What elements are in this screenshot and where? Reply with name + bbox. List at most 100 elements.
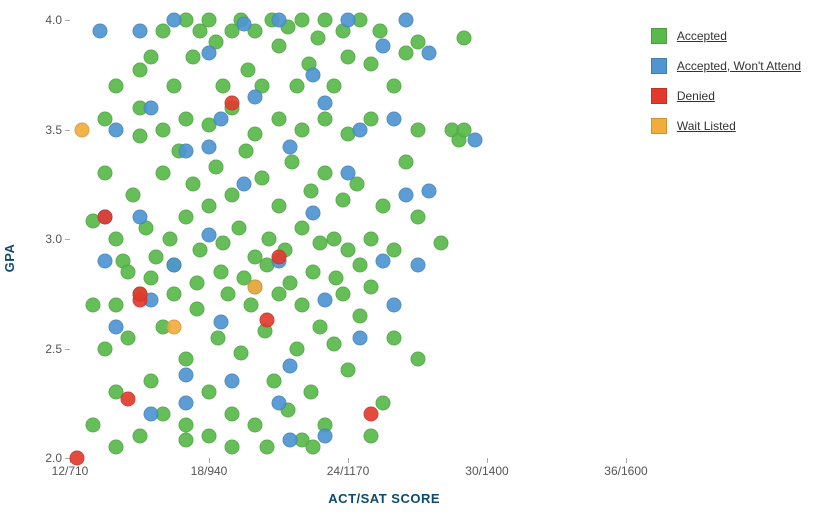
data-point-denied[interactable] bbox=[364, 407, 379, 422]
data-point-denied[interactable] bbox=[120, 391, 135, 406]
data-point-accepted[interactable] bbox=[364, 56, 379, 71]
data-point-accepted[interactable] bbox=[327, 232, 342, 247]
data-point-accepted[interactable] bbox=[248, 126, 263, 141]
data-point-denied[interactable] bbox=[271, 249, 286, 264]
data-point-wait_listed[interactable] bbox=[74, 122, 89, 137]
data-point-accepted[interactable] bbox=[364, 111, 379, 126]
data-point-denied[interactable] bbox=[225, 96, 240, 111]
data-point-accepted[interactable] bbox=[294, 122, 309, 137]
data-point-accepted[interactable] bbox=[410, 122, 425, 137]
data-point-accepted_wont_attend[interactable] bbox=[317, 293, 332, 308]
data-point-accepted[interactable] bbox=[86, 418, 101, 433]
data-point-accepted[interactable] bbox=[239, 144, 254, 159]
data-point-accepted[interactable] bbox=[387, 78, 402, 93]
data-point-accepted_wont_attend[interactable] bbox=[213, 315, 228, 330]
data-point-accepted_wont_attend[interactable] bbox=[283, 359, 298, 374]
data-point-accepted[interactable] bbox=[97, 341, 112, 356]
data-point-accepted[interactable] bbox=[364, 232, 379, 247]
data-point-accepted[interactable] bbox=[120, 330, 135, 345]
data-point-accepted[interactable] bbox=[387, 242, 402, 257]
data-point-accepted_wont_attend[interactable] bbox=[306, 205, 321, 220]
data-point-accepted[interactable] bbox=[178, 352, 193, 367]
data-point-accepted[interactable] bbox=[220, 286, 235, 301]
data-point-accepted[interactable] bbox=[341, 242, 356, 257]
data-point-accepted_wont_attend[interactable] bbox=[341, 13, 356, 28]
data-point-accepted[interactable] bbox=[306, 440, 321, 455]
data-point-accepted[interactable] bbox=[215, 236, 230, 251]
data-point-accepted[interactable] bbox=[262, 232, 277, 247]
data-point-accepted_wont_attend[interactable] bbox=[97, 253, 112, 268]
data-point-denied[interactable] bbox=[69, 451, 84, 466]
data-point-accepted_wont_attend[interactable] bbox=[236, 17, 251, 32]
data-point-accepted_wont_attend[interactable] bbox=[468, 133, 483, 148]
data-point-accepted[interactable] bbox=[232, 221, 247, 236]
data-point-accepted[interactable] bbox=[185, 50, 200, 65]
data-point-accepted_wont_attend[interactable] bbox=[178, 367, 193, 382]
data-point-accepted[interactable] bbox=[144, 50, 159, 65]
data-point-accepted_wont_attend[interactable] bbox=[410, 258, 425, 273]
data-point-accepted[interactable] bbox=[241, 63, 256, 78]
data-point-accepted[interactable] bbox=[398, 155, 413, 170]
data-point-accepted[interactable] bbox=[211, 330, 226, 345]
data-point-wait_listed[interactable] bbox=[248, 280, 263, 295]
data-point-accepted[interactable] bbox=[387, 330, 402, 345]
data-point-accepted[interactable] bbox=[317, 111, 332, 126]
data-point-accepted[interactable] bbox=[148, 249, 163, 264]
data-point-accepted[interactable] bbox=[352, 258, 367, 273]
data-point-accepted[interactable] bbox=[456, 30, 471, 45]
data-point-accepted_wont_attend[interactable] bbox=[352, 122, 367, 137]
data-point-accepted[interactable] bbox=[225, 440, 240, 455]
data-point-accepted_wont_attend[interactable] bbox=[248, 89, 263, 104]
data-point-accepted[interactable] bbox=[155, 166, 170, 181]
data-point-accepted[interactable] bbox=[352, 308, 367, 323]
data-point-accepted[interactable] bbox=[364, 280, 379, 295]
data-point-accepted[interactable] bbox=[306, 264, 321, 279]
data-point-accepted[interactable] bbox=[271, 111, 286, 126]
data-point-accepted[interactable] bbox=[329, 271, 344, 286]
data-point-accepted_wont_attend[interactable] bbox=[422, 183, 437, 198]
data-point-accepted[interactable] bbox=[410, 352, 425, 367]
data-point-accepted[interactable] bbox=[202, 199, 217, 214]
data-point-accepted[interactable] bbox=[190, 302, 205, 317]
data-point-accepted[interactable] bbox=[398, 45, 413, 60]
data-point-accepted_wont_attend[interactable] bbox=[132, 210, 147, 225]
data-point-accepted[interactable] bbox=[373, 23, 388, 38]
legend-item-denied[interactable]: Denied bbox=[651, 88, 801, 104]
data-point-accepted[interactable] bbox=[234, 345, 249, 360]
data-point-accepted[interactable] bbox=[255, 170, 270, 185]
data-point-accepted[interactable] bbox=[266, 374, 281, 389]
data-point-accepted[interactable] bbox=[109, 440, 124, 455]
data-point-accepted[interactable] bbox=[271, 199, 286, 214]
data-point-accepted[interactable] bbox=[192, 242, 207, 257]
data-point-accepted_wont_attend[interactable] bbox=[317, 429, 332, 444]
data-point-accepted[interactable] bbox=[364, 429, 379, 444]
data-point-accepted[interactable] bbox=[294, 13, 309, 28]
data-point-accepted_wont_attend[interactable] bbox=[317, 96, 332, 111]
data-point-accepted[interactable] bbox=[178, 111, 193, 126]
data-point-accepted[interactable] bbox=[317, 166, 332, 181]
data-point-accepted_wont_attend[interactable] bbox=[167, 13, 182, 28]
data-point-accepted[interactable] bbox=[97, 166, 112, 181]
data-point-denied[interactable] bbox=[132, 286, 147, 301]
data-point-accepted[interactable] bbox=[109, 297, 124, 312]
data-point-accepted[interactable] bbox=[178, 210, 193, 225]
data-point-accepted[interactable] bbox=[120, 264, 135, 279]
data-point-accepted[interactable] bbox=[86, 297, 101, 312]
data-point-accepted_wont_attend[interactable] bbox=[93, 23, 108, 38]
data-point-accepted_wont_attend[interactable] bbox=[109, 319, 124, 334]
data-point-accepted_wont_attend[interactable] bbox=[202, 140, 217, 155]
data-point-accepted[interactable] bbox=[310, 30, 325, 45]
data-point-accepted[interactable] bbox=[294, 297, 309, 312]
data-point-accepted[interactable] bbox=[202, 385, 217, 400]
data-point-denied[interactable] bbox=[97, 210, 112, 225]
legend-item-accepted_wont_attend[interactable]: Accepted, Won't Attend bbox=[651, 58, 801, 74]
data-point-accepted[interactable] bbox=[155, 122, 170, 137]
data-point-accepted[interactable] bbox=[271, 286, 286, 301]
data-point-accepted[interactable] bbox=[303, 183, 318, 198]
data-point-accepted_wont_attend[interactable] bbox=[225, 374, 240, 389]
data-point-accepted_wont_attend[interactable] bbox=[271, 396, 286, 411]
data-point-accepted_wont_attend[interactable] bbox=[132, 23, 147, 38]
data-point-accepted[interactable] bbox=[327, 337, 342, 352]
data-point-accepted[interactable] bbox=[202, 429, 217, 444]
data-point-accepted_wont_attend[interactable] bbox=[422, 45, 437, 60]
